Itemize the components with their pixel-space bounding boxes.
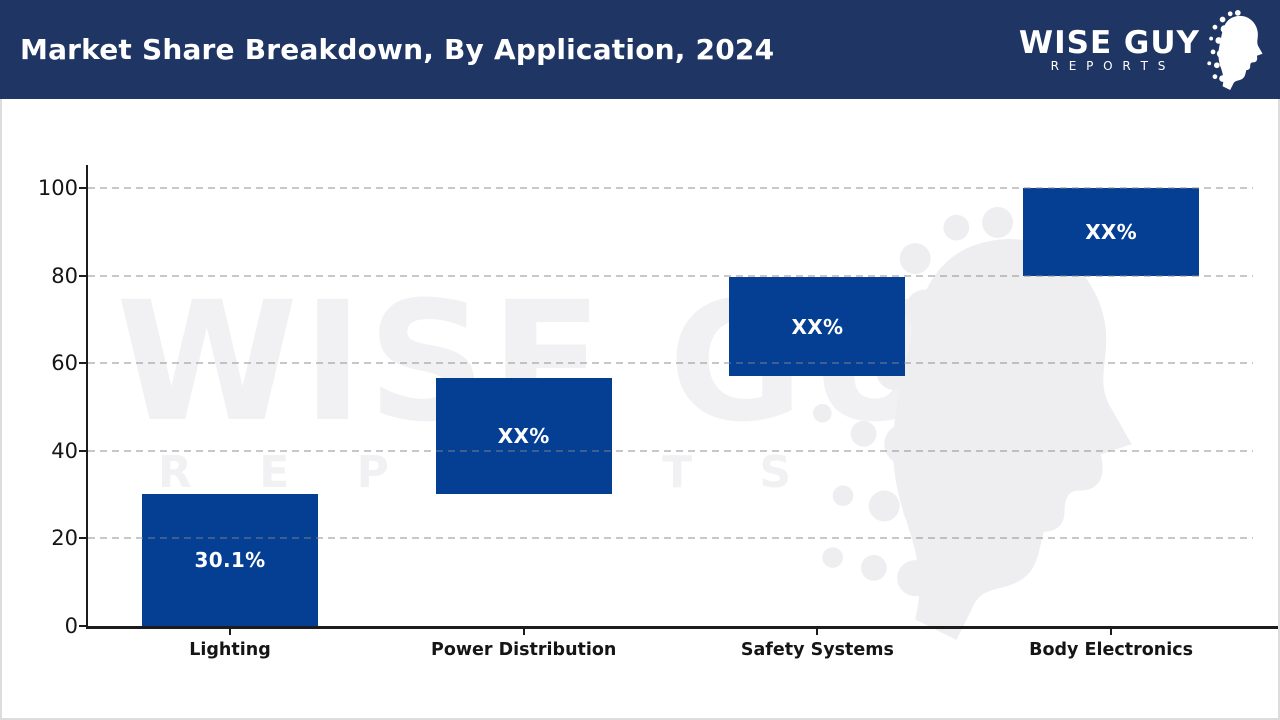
border-right xyxy=(1278,99,1280,720)
bar-value-label: XX% xyxy=(497,423,550,448)
x-category-label: Power Distribution xyxy=(431,640,617,660)
plot-area: 0 20 40 60 80 100 30.1% Lighting XX% Power Distri… xyxy=(0,99,1280,720)
bar-value-label: 30.1% xyxy=(194,548,266,573)
x-tick-mark xyxy=(522,627,525,635)
x-category-label: Safety Systems xyxy=(740,640,894,660)
y-tick-mark xyxy=(79,537,88,540)
x-axis-line xyxy=(86,626,1280,629)
y-tick-mark xyxy=(79,625,88,627)
gridline-40 xyxy=(88,449,1253,452)
x-tick-mark xyxy=(1110,627,1113,635)
y-tick-label: 0 xyxy=(64,614,78,638)
logo-wordmark: WISE GUY xyxy=(1018,24,1200,61)
y-axis-line xyxy=(86,165,88,629)
page-title: Market Share Breakdown, By Application, … xyxy=(20,33,775,66)
logo-subtitle: R E P O R T S xyxy=(1050,58,1169,73)
y-tick-label: 40 xyxy=(51,438,78,463)
chart-canvas: WISE GUY R E P O R T S xyxy=(0,99,1280,720)
y-tick-label: 20 xyxy=(51,526,78,551)
logo-text: WISE GUY R E P O R T S xyxy=(1019,27,1200,73)
bar-value-label: XX% xyxy=(791,314,844,339)
wise-guy-logo: WISE GUY R E P O R T S xyxy=(1019,9,1266,90)
x-tick-mark xyxy=(816,627,819,635)
x-category-label: Lighting xyxy=(189,640,271,660)
x-category-label: Body Electronics xyxy=(1029,640,1194,660)
x-tick-mark xyxy=(229,627,231,635)
y-tick-mark xyxy=(79,187,88,189)
bar-lighting: 30.1% xyxy=(142,494,318,626)
y-tick-label: 60 xyxy=(51,351,78,376)
bar-body-electronics: XX% xyxy=(1023,188,1200,276)
y-tick-label: 80 xyxy=(51,263,78,288)
border-bottom xyxy=(0,718,1280,720)
y-tick-label: 100 xyxy=(37,176,78,200)
y-tick-mark xyxy=(79,449,88,452)
gridline-60 xyxy=(88,362,1253,365)
bar-power-distribution: XX% xyxy=(435,377,612,495)
header-bar: Market Share Breakdown, By Application, … xyxy=(0,0,1280,99)
y-tick-mark xyxy=(79,362,88,365)
gridline-20 xyxy=(88,537,1253,540)
y-tick-mark xyxy=(79,274,88,277)
logo-face-icon xyxy=(1207,9,1263,90)
bar-value-label: XX% xyxy=(1085,219,1137,244)
gridline-100 xyxy=(88,187,1253,189)
gridline-80 xyxy=(88,274,1253,277)
border-left xyxy=(0,99,2,720)
